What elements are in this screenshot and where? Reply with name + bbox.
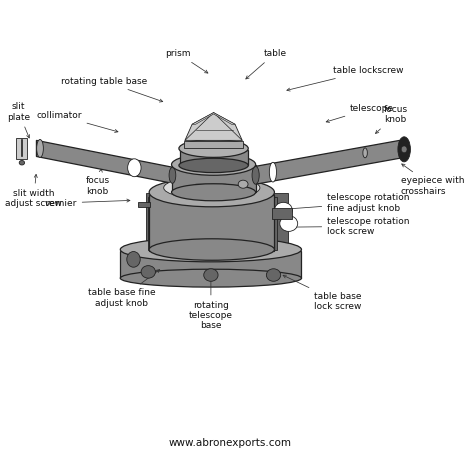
Polygon shape <box>120 251 301 278</box>
Text: table lockscrew: table lockscrew <box>287 66 403 91</box>
Polygon shape <box>149 194 274 251</box>
Ellipse shape <box>19 161 25 165</box>
Ellipse shape <box>398 137 410 162</box>
Ellipse shape <box>169 167 176 183</box>
Text: rotating table base: rotating table base <box>61 77 163 102</box>
Ellipse shape <box>266 269 281 281</box>
Ellipse shape <box>172 184 255 201</box>
Ellipse shape <box>280 216 298 231</box>
Ellipse shape <box>120 237 301 262</box>
Ellipse shape <box>127 252 140 267</box>
Polygon shape <box>192 113 235 124</box>
Polygon shape <box>193 184 229 190</box>
Text: prism: prism <box>165 49 208 73</box>
Ellipse shape <box>363 148 367 158</box>
Text: telescope: telescope <box>326 104 393 122</box>
Text: rotating
telescope
base: rotating telescope base <box>189 274 233 330</box>
Text: telescope rotation
lock screw: telescope rotation lock screw <box>291 217 410 236</box>
Text: slit
plate: slit plate <box>7 102 30 138</box>
Text: focus
knob: focus knob <box>375 105 408 134</box>
Text: table base
lock screw: table base lock screw <box>283 275 361 311</box>
Ellipse shape <box>238 180 248 188</box>
Polygon shape <box>137 202 150 207</box>
Polygon shape <box>255 140 400 184</box>
Text: table: table <box>246 49 286 79</box>
Ellipse shape <box>172 154 255 175</box>
Ellipse shape <box>149 239 274 260</box>
Ellipse shape <box>204 269 218 281</box>
Ellipse shape <box>36 139 43 157</box>
Polygon shape <box>274 193 288 251</box>
Polygon shape <box>172 165 255 192</box>
Polygon shape <box>272 208 292 219</box>
Polygon shape <box>273 197 277 250</box>
Text: eyepiece with
crosshairs: eyepiece with crosshairs <box>401 164 464 196</box>
Ellipse shape <box>141 265 155 278</box>
Ellipse shape <box>274 202 292 218</box>
Ellipse shape <box>120 269 301 287</box>
Polygon shape <box>36 140 173 183</box>
Polygon shape <box>185 113 242 140</box>
Ellipse shape <box>401 146 407 153</box>
Text: table base fine
adjust knob: table base fine adjust knob <box>88 270 160 308</box>
Ellipse shape <box>128 159 141 177</box>
Polygon shape <box>146 193 160 251</box>
Text: slit width
adjust screw: slit width adjust screw <box>5 174 62 208</box>
Ellipse shape <box>269 162 276 182</box>
Polygon shape <box>148 197 151 250</box>
Ellipse shape <box>252 166 259 184</box>
Text: telescope rotation
fine adjust knob: telescope rotation fine adjust knob <box>287 193 410 213</box>
Ellipse shape <box>179 158 248 173</box>
Ellipse shape <box>164 176 260 200</box>
Text: collimator: collimator <box>36 111 118 132</box>
Text: vernier: vernier <box>45 199 130 208</box>
Polygon shape <box>184 141 243 148</box>
Text: focus
knob: focus knob <box>86 169 110 196</box>
Text: www.abronexports.com: www.abronexports.com <box>168 438 291 448</box>
Polygon shape <box>16 137 27 159</box>
Ellipse shape <box>179 139 248 157</box>
Ellipse shape <box>149 178 274 207</box>
Polygon shape <box>180 150 247 165</box>
